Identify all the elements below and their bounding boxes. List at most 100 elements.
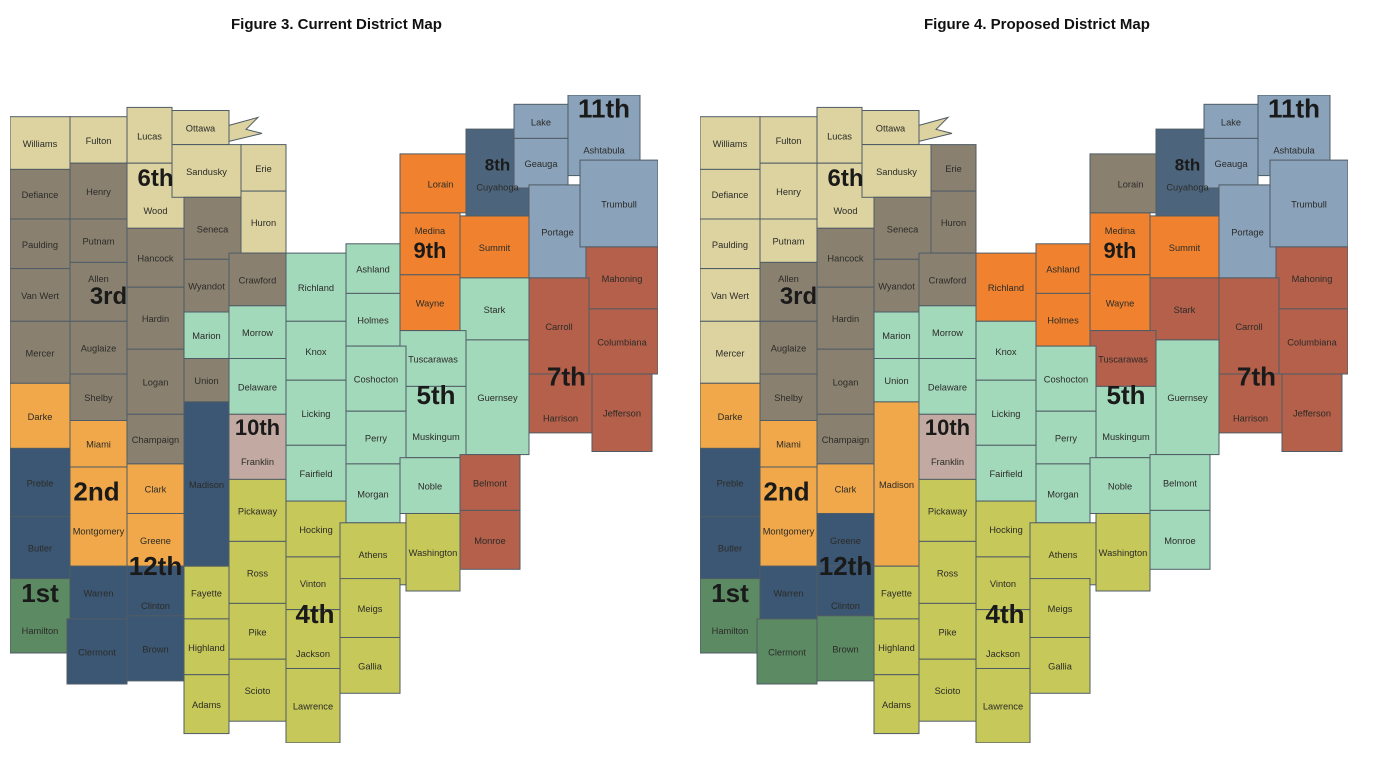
svg-text:Hocking: Hocking [989,525,1023,535]
svg-text:Fayette: Fayette [881,589,912,599]
svg-text:Morrow: Morrow [932,328,963,338]
svg-text:Tuscarawas: Tuscarawas [408,354,458,364]
svg-text:Hancock: Hancock [137,254,173,264]
svg-text:Hardin: Hardin [142,314,169,324]
svg-text:Henry: Henry [776,187,801,197]
svg-text:Guernsey: Guernsey [1167,393,1208,403]
svg-text:Clinton: Clinton [831,601,860,611]
svg-text:Lake: Lake [531,117,551,127]
svg-text:Gallia: Gallia [358,661,383,671]
svg-text:Trumbull: Trumbull [1291,199,1327,209]
svg-text:Meigs: Meigs [358,604,383,614]
svg-text:Ottawa: Ottawa [186,124,216,134]
svg-text:Pike: Pike [938,627,956,637]
svg-text:Logan: Logan [143,378,169,388]
svg-text:Preble: Preble [717,478,744,488]
svg-text:8th: 8th [485,155,510,174]
svg-text:Madison: Madison [189,480,224,490]
svg-text:Cuyahoga: Cuyahoga [476,182,519,192]
svg-text:Muskingum: Muskingum [412,432,460,442]
svg-text:Harrison: Harrison [1233,413,1268,423]
svg-text:Richland: Richland [988,283,1024,293]
svg-text:Fairfield: Fairfield [989,469,1022,479]
svg-text:Erie: Erie [945,164,962,174]
svg-text:Madison: Madison [879,480,914,490]
svg-text:3rd: 3rd [780,283,817,310]
svg-text:12th: 12th [819,551,872,581]
svg-text:Marion: Marion [882,331,910,341]
svg-text:Erie: Erie [255,164,272,174]
svg-text:Auglaize: Auglaize [771,344,807,354]
svg-text:Vinton: Vinton [300,579,326,589]
svg-text:Carroll: Carroll [545,322,572,332]
svg-text:Defiance: Defiance [712,190,749,200]
svg-text:Mahoning: Mahoning [1292,274,1333,284]
svg-text:Hamilton: Hamilton [22,626,59,636]
svg-text:5th: 5th [1107,380,1146,410]
svg-text:Washington: Washington [409,548,458,558]
svg-text:Lucas: Lucas [137,131,162,141]
svg-text:Licking: Licking [302,409,331,419]
svg-text:Perry: Perry [365,434,388,444]
svg-text:Hocking: Hocking [299,525,333,535]
svg-text:Summit: Summit [1169,243,1201,253]
svg-text:Warren: Warren [83,589,113,599]
svg-text:Sandusky: Sandusky [186,167,227,177]
svg-text:Clark: Clark [835,485,857,495]
svg-text:9th: 9th [1104,238,1137,263]
svg-text:11th: 11th [1268,95,1320,123]
svg-text:Miami: Miami [776,440,801,450]
svg-text:Hardin: Hardin [832,314,859,324]
svg-text:6th: 6th [828,165,864,192]
svg-text:Shelby: Shelby [774,393,803,403]
svg-text:Gallia: Gallia [1048,661,1073,671]
svg-text:Crawford: Crawford [929,275,967,285]
svg-text:Brown: Brown [832,644,858,654]
svg-text:Harrison: Harrison [543,413,578,423]
svg-text:Guernsey: Guernsey [477,393,518,403]
svg-text:Scioto: Scioto [245,686,271,696]
svg-text:Geauga: Geauga [524,159,558,169]
svg-text:Clermont: Clermont [78,647,116,657]
svg-text:Holmes: Holmes [1047,316,1079,326]
svg-text:9th: 9th [414,238,447,263]
svg-text:7th: 7th [1237,361,1276,391]
svg-text:Paulding: Paulding [22,240,58,250]
svg-text:6th: 6th [138,165,174,192]
svg-text:Columbiana: Columbiana [597,337,647,347]
svg-text:11th: 11th [578,95,630,123]
svg-text:Ashland: Ashland [1046,265,1080,275]
svg-text:Jefferson: Jefferson [1293,409,1331,419]
svg-text:Williams: Williams [713,139,748,149]
svg-text:Adams: Adams [882,700,911,710]
svg-text:Fulton: Fulton [776,136,802,146]
svg-text:Mercer: Mercer [716,348,745,358]
svg-text:1st: 1st [21,578,59,608]
svg-text:Coshocton: Coshocton [1044,375,1088,385]
svg-text:Muskingum: Muskingum [1102,432,1150,442]
svg-text:Franklin: Franklin [241,457,274,467]
svg-text:Trumbull: Trumbull [601,199,637,209]
svg-text:Noble: Noble [1108,482,1132,492]
svg-text:Wood: Wood [833,206,857,216]
svg-text:Morgan: Morgan [1047,489,1078,499]
svg-text:5th: 5th [417,380,456,410]
svg-text:Ashland: Ashland [356,265,390,275]
svg-text:Williams: Williams [23,139,58,149]
svg-text:Athens: Athens [1049,550,1078,560]
svg-text:Medina: Medina [1105,226,1136,236]
svg-text:Ottawa: Ottawa [876,124,906,134]
svg-text:Athens: Athens [359,550,388,560]
svg-text:3rd: 3rd [90,283,127,310]
svg-text:Jefferson: Jefferson [603,409,641,419]
svg-text:Franklin: Franklin [931,457,964,467]
svg-text:2nd: 2nd [73,477,119,507]
svg-text:Darke: Darke [718,412,743,422]
svg-text:Warren: Warren [773,589,803,599]
svg-text:Morgan: Morgan [357,489,388,499]
svg-text:Highland: Highland [878,643,915,653]
svg-text:Vinton: Vinton [990,579,1016,589]
svg-text:Jackson: Jackson [986,649,1020,659]
svg-text:Ross: Ross [247,568,269,578]
svg-text:Preble: Preble [27,478,54,488]
